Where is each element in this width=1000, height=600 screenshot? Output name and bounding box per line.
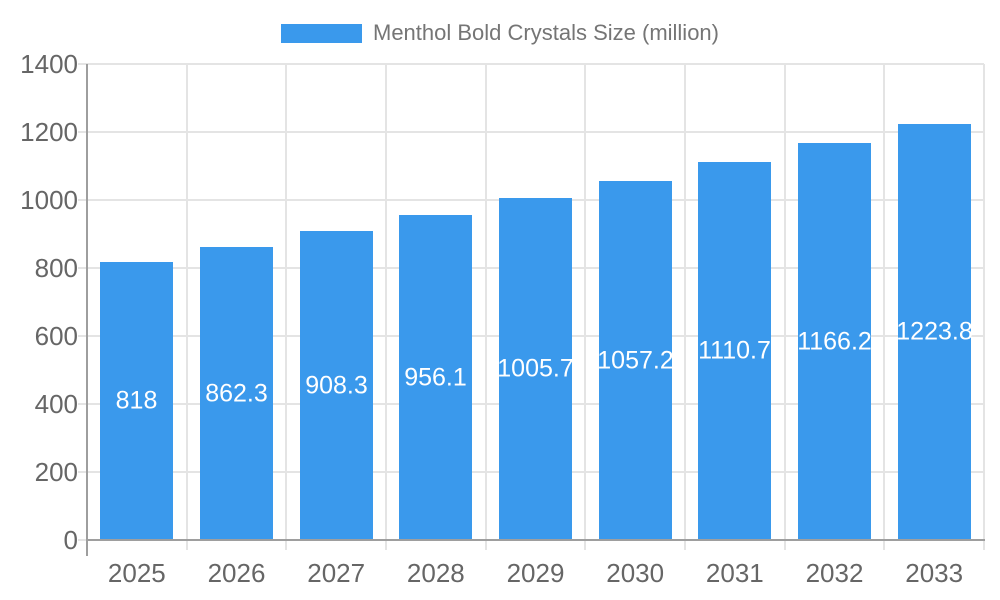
- x-tick-label: 2033: [905, 558, 964, 588]
- gridline-vertical: [485, 64, 487, 550]
- bar-2030[interactable]: 1057.2: [597, 181, 674, 540]
- gridline-vertical: [285, 64, 287, 550]
- y-tick-label: 400: [34, 389, 78, 419]
- y-axis-tick: [78, 539, 87, 541]
- gridline-vertical: [883, 64, 885, 550]
- bar-value-label: 1057.2: [597, 346, 674, 374]
- x-tick-label: 2029: [506, 558, 565, 588]
- gridline-vertical: [784, 64, 786, 550]
- y-tick-label: 1000: [20, 185, 78, 215]
- bar-2029[interactable]: 1005.7: [497, 198, 574, 540]
- chart-legend[interactable]: Menthol Bold Crystals Size (million): [0, 20, 1000, 46]
- gridline-vertical: [385, 64, 387, 550]
- x-tick-label: 2025: [107, 558, 166, 588]
- y-tick-label: 0: [63, 525, 78, 555]
- bar-value-label: 908.3: [305, 371, 368, 399]
- plot-area: 818 862.3 908.3 956.1 1005.7 1057.2 1110.7 1166…: [78, 63, 985, 550]
- gridline-vertical: [186, 64, 188, 550]
- y-tick-label: 200: [34, 457, 78, 487]
- bar-value-label: 1005.7: [497, 354, 574, 383]
- gridline-vertical: [584, 64, 586, 550]
- bar-2028[interactable]: 956.1: [399, 215, 472, 540]
- x-tick-label: 2030: [606, 558, 665, 588]
- bar-value-label: 1223.8: [896, 317, 973, 346]
- bar-2026[interactable]: 862.3: [200, 247, 273, 540]
- y-axis-line: [86, 64, 88, 556]
- y-tick-label: 1400: [20, 49, 78, 79]
- y-tick-label: 600: [34, 321, 78, 351]
- bar-value-label: 862.3: [205, 379, 268, 407]
- gridline-horizontal: [78, 63, 984, 65]
- bar-2033[interactable]: 1223.8: [896, 124, 973, 540]
- x-axis-line: [86, 539, 985, 541]
- x-tick-label: 2026: [207, 558, 266, 588]
- gridline-vertical: [684, 64, 686, 550]
- legend-label: Menthol Bold Crystals Size (million): [373, 20, 719, 45]
- x-tick-label: 2031: [705, 558, 764, 588]
- bar-2031[interactable]: 1110.7: [698, 162, 771, 540]
- bar-value-label: 1110.7: [698, 336, 771, 365]
- bar-value-label: 1166.2: [797, 327, 872, 355]
- gridline-horizontal: [78, 131, 984, 133]
- legend-swatch-icon: [281, 23, 362, 43]
- bar-value-label: 956.1: [404, 363, 467, 391]
- x-tick-label: 2028: [406, 558, 465, 588]
- gridline-vertical: [983, 64, 985, 550]
- x-tick-label: 2027: [307, 558, 366, 588]
- x-tick-label: 2032: [805, 558, 864, 588]
- y-tick-label: 800: [34, 253, 78, 283]
- bar-2027[interactable]: 908.3: [300, 231, 373, 540]
- bar-value-label: 818: [115, 386, 158, 415]
- bar-2032[interactable]: 1166.2: [797, 143, 872, 540]
- y-tick-label: 1200: [20, 117, 78, 147]
- bar-2025[interactable]: 818: [100, 262, 173, 540]
